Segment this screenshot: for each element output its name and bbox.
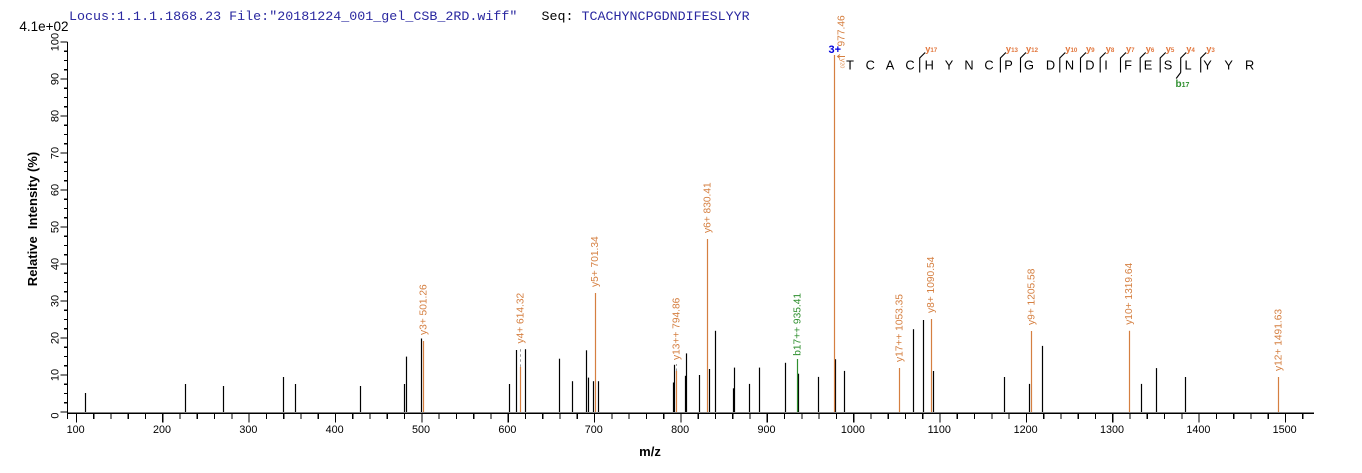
svg-text:900: 900 [758, 424, 776, 436]
svg-text:Y: Y [945, 58, 954, 73]
svg-text:y4: y4 [1186, 44, 1195, 54]
svg-text:50: 50 [49, 221, 61, 233]
svg-text:1500: 1500 [1273, 424, 1297, 436]
svg-text:70: 70 [49, 147, 61, 159]
svg-text:y6: y6 [1146, 44, 1155, 54]
svg-text:N: N [964, 58, 973, 73]
svg-text:40: 40 [49, 258, 61, 270]
svg-text:R: R [1245, 58, 1254, 73]
svg-text:60: 60 [49, 184, 61, 196]
svg-text:1300: 1300 [1100, 424, 1124, 436]
svg-text:700: 700 [585, 424, 603, 436]
svg-text:100: 100 [67, 424, 85, 436]
svg-text:90: 90 [49, 73, 61, 85]
svg-text:300: 300 [239, 424, 257, 436]
svg-text:y7: y7 [1126, 44, 1135, 54]
svg-text:y8: y8 [1106, 44, 1115, 54]
svg-text:600: 600 [498, 424, 516, 436]
svg-text:y3+ 501.26: y3+ 501.26 [418, 284, 429, 335]
svg-text:b17++ 935.41: b17++ 935.41 [792, 293, 803, 356]
svg-text:y10+ 1319.64: y10+ 1319.64 [1124, 262, 1135, 324]
svg-text:y5: y5 [1166, 44, 1175, 54]
svg-text:1000: 1000 [841, 424, 865, 436]
svg-text:y20: y20 [839, 59, 848, 69]
svg-text:y17: y17 [925, 44, 938, 54]
svg-text:T: T [846, 58, 854, 73]
svg-text:G: G [1024, 58, 1034, 73]
svg-text:I: I [1104, 58, 1108, 73]
svg-text:y8+ 1090.54: y8+ 1090.54 [926, 256, 937, 313]
svg-text:m/z: m/z [639, 444, 661, 459]
svg-text:500: 500 [412, 424, 430, 436]
svg-text:y3: y3 [1206, 44, 1215, 54]
svg-text:800: 800 [671, 424, 689, 436]
svg-text:0: 0 [49, 412, 61, 418]
svg-text:C: C [866, 58, 875, 73]
svg-text:y17++ 1053.35: y17++ 1053.35 [894, 294, 905, 362]
svg-text:10: 10 [49, 369, 61, 381]
svg-text:4.1e+02: 4.1e+02 [19, 19, 68, 34]
svg-text:P: P [1004, 58, 1013, 73]
svg-text:C: C [984, 58, 993, 73]
svg-text:E: E [1144, 58, 1153, 73]
svg-text:N: N [1065, 58, 1074, 73]
svg-text:1200: 1200 [1014, 424, 1038, 436]
svg-text:y4+ 614.32: y4+ 614.32 [516, 292, 527, 343]
svg-text:L: L [1184, 58, 1191, 73]
svg-text:80: 80 [49, 110, 61, 122]
svg-text:30: 30 [49, 295, 61, 307]
svg-text:S: S [1164, 58, 1173, 73]
svg-text:y12: y12 [1026, 44, 1039, 54]
svg-text:y13++ 794.86: y13++ 794.86 [671, 297, 682, 360]
svg-text:1400: 1400 [1186, 424, 1210, 436]
svg-text:y12+ 1491.63: y12+ 1491.63 [1273, 309, 1284, 371]
svg-text:977.46: 977.46 [836, 15, 847, 46]
svg-text:3+: 3+ [828, 44, 841, 56]
svg-text:Locus:1.1.1.1868.23 File:"2018: Locus:1.1.1.1868.23 File:"20181224_001_g… [69, 10, 750, 25]
svg-text:H: H [925, 58, 934, 73]
svg-text:F: F [1124, 58, 1132, 73]
svg-text:D: D [1085, 58, 1094, 73]
svg-text:20: 20 [49, 332, 61, 344]
svg-text:y9+ 1205.58: y9+ 1205.58 [1026, 268, 1037, 325]
svg-text:400: 400 [326, 424, 344, 436]
svg-text:A: A [886, 58, 895, 73]
svg-text:Y: Y [1224, 58, 1233, 73]
svg-text:C: C [905, 58, 914, 73]
svg-text:y13: y13 [1006, 44, 1019, 54]
svg-text:b17: b17 [1176, 79, 1190, 90]
svg-text:y9: y9 [1086, 44, 1095, 54]
svg-text:1100: 1100 [928, 424, 951, 436]
svg-text:y5+ 701.34: y5+ 701.34 [590, 236, 601, 287]
svg-text:D: D [1046, 58, 1055, 73]
svg-text:Relative Intensity (%): Relative Intensity (%) [25, 152, 40, 286]
svg-text:y6+ 830.41: y6+ 830.41 [702, 182, 713, 233]
svg-text:Y: Y [1203, 58, 1212, 73]
svg-text:100: 100 [49, 33, 61, 51]
svg-text:200: 200 [153, 424, 171, 436]
svg-text:y10: y10 [1065, 44, 1078, 54]
